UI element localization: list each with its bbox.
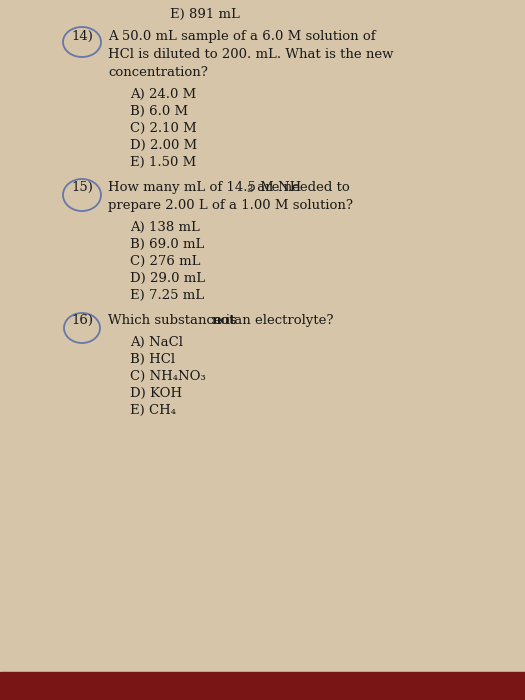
Text: E) CH₄: E) CH₄ — [130, 404, 176, 417]
Text: A) 24.0 M: A) 24.0 M — [130, 88, 196, 101]
Text: C) 2.10 M: C) 2.10 M — [130, 122, 197, 135]
Text: E) 7.25 mL: E) 7.25 mL — [130, 289, 204, 302]
Text: C) 276 mL: C) 276 mL — [130, 255, 201, 268]
Text: B) 69.0 mL: B) 69.0 mL — [130, 238, 204, 251]
Text: are needed to: are needed to — [253, 181, 350, 194]
Text: D) 2.00 M: D) 2.00 M — [130, 139, 197, 152]
Text: not: not — [212, 314, 236, 327]
Text: D) KOH: D) KOH — [130, 387, 182, 400]
Text: concentration?: concentration? — [108, 66, 208, 79]
Text: E) 1.50 M: E) 1.50 M — [130, 156, 196, 169]
Text: B) 6.0 M: B) 6.0 M — [130, 105, 188, 118]
Text: 15): 15) — [71, 181, 93, 194]
Text: B) HCl: B) HCl — [130, 353, 175, 366]
Text: Which substance is: Which substance is — [108, 314, 241, 327]
Text: D) 29.0 mL: D) 29.0 mL — [130, 272, 205, 285]
Text: How many mL of 14.5 M NH: How many mL of 14.5 M NH — [108, 181, 301, 194]
Text: 3: 3 — [246, 185, 253, 194]
Text: HCl is diluted to 200. mL. What is the new: HCl is diluted to 200. mL. What is the n… — [108, 48, 394, 61]
Text: an electrolyte?: an electrolyte? — [230, 314, 333, 327]
Text: A) NaCl: A) NaCl — [130, 336, 183, 349]
Text: A 50.0 mL sample of a 6.0 M solution of: A 50.0 mL sample of a 6.0 M solution of — [108, 30, 375, 43]
Text: prepare 2.00 L of a 1.00 M solution?: prepare 2.00 L of a 1.00 M solution? — [108, 199, 353, 212]
Text: 16): 16) — [71, 314, 93, 327]
Text: E) 891 mL: E) 891 mL — [170, 8, 240, 21]
Text: 14): 14) — [71, 30, 93, 43]
Bar — [0, 672, 525, 700]
Text: A) 138 mL: A) 138 mL — [130, 221, 200, 234]
Text: C) NH₄NO₃: C) NH₄NO₃ — [130, 370, 206, 383]
